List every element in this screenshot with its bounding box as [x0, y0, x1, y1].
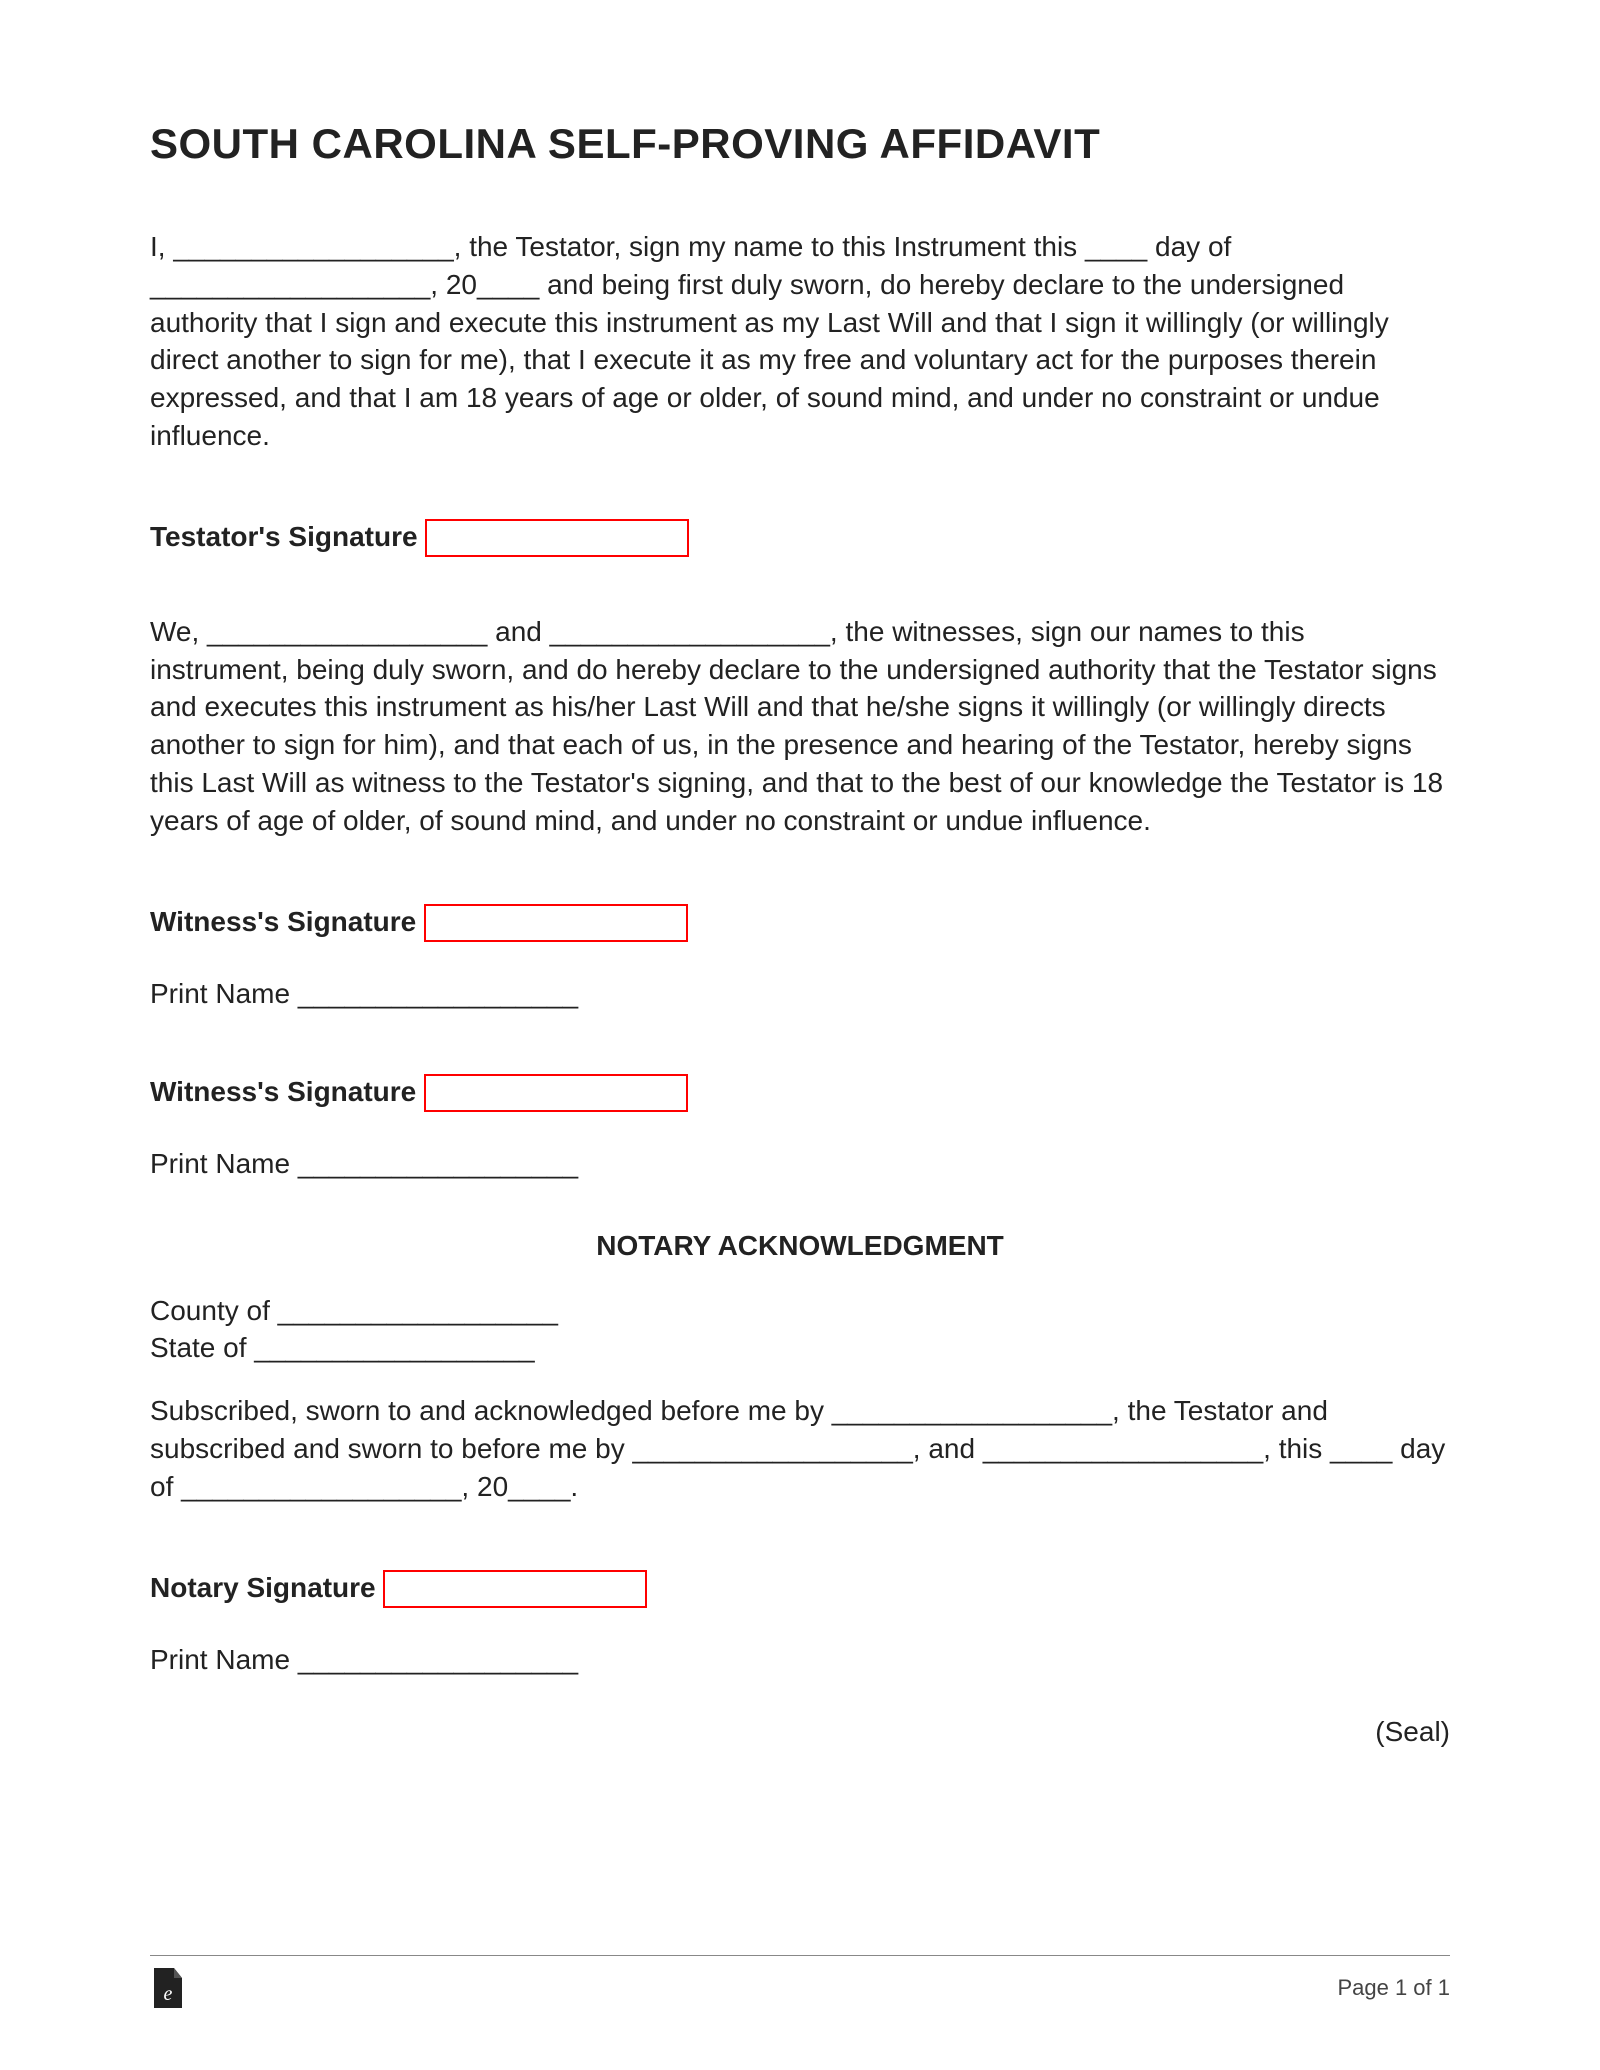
- seal-label: (Seal): [150, 1716, 1450, 1748]
- witness-paragraph: We, __________________ and _____________…: [150, 613, 1450, 840]
- testator-paragraph: I, __________________, the Testator, sig…: [150, 228, 1450, 455]
- witness2-print-name: Print Name __________________: [150, 1148, 1450, 1180]
- page-footer: e Page 1 of 1: [150, 1955, 1450, 2010]
- witness1-signature-label: Witness's Signature: [150, 906, 416, 937]
- notary-paragraph: Subscribed, sworn to and acknowledged be…: [150, 1392, 1450, 1505]
- page-container: SOUTH CAROLINA SELF-PROVING AFFIDAVIT I,…: [0, 0, 1600, 1828]
- notary-print-name: Print Name __________________: [150, 1644, 1450, 1676]
- document-title: SOUTH CAROLINA SELF-PROVING AFFIDAVIT: [150, 120, 1450, 168]
- witness2-signature-row: Witness's Signature: [150, 1070, 1450, 1108]
- notary-signature-row: Notary Signature: [150, 1566, 1450, 1604]
- page-number: Page 1 of 1: [1337, 1975, 1450, 2001]
- witness2-signature-field[interactable]: [424, 1074, 688, 1112]
- witness2-signature-label: Witness's Signature: [150, 1076, 416, 1107]
- state-line: State of __________________: [150, 1329, 1450, 1367]
- testator-signature-label: Testator's Signature: [150, 521, 418, 552]
- notary-signature-label: Notary Signature: [150, 1572, 376, 1603]
- witness1-print-name: Print Name __________________: [150, 978, 1450, 1010]
- witness1-signature-field[interactable]: [424, 904, 688, 942]
- county-line: County of __________________: [150, 1292, 1450, 1330]
- logo-icon: e: [150, 1966, 186, 2010]
- testator-signature-field[interactable]: [425, 519, 689, 557]
- witness1-signature-row: Witness's Signature: [150, 900, 1450, 938]
- notary-signature-field[interactable]: [383, 1570, 647, 1608]
- svg-text:e: e: [164, 1983, 173, 2005]
- testator-signature-row: Testator's Signature: [150, 515, 1450, 553]
- notary-section-title: NOTARY ACKNOWLEDGMENT: [150, 1230, 1450, 1262]
